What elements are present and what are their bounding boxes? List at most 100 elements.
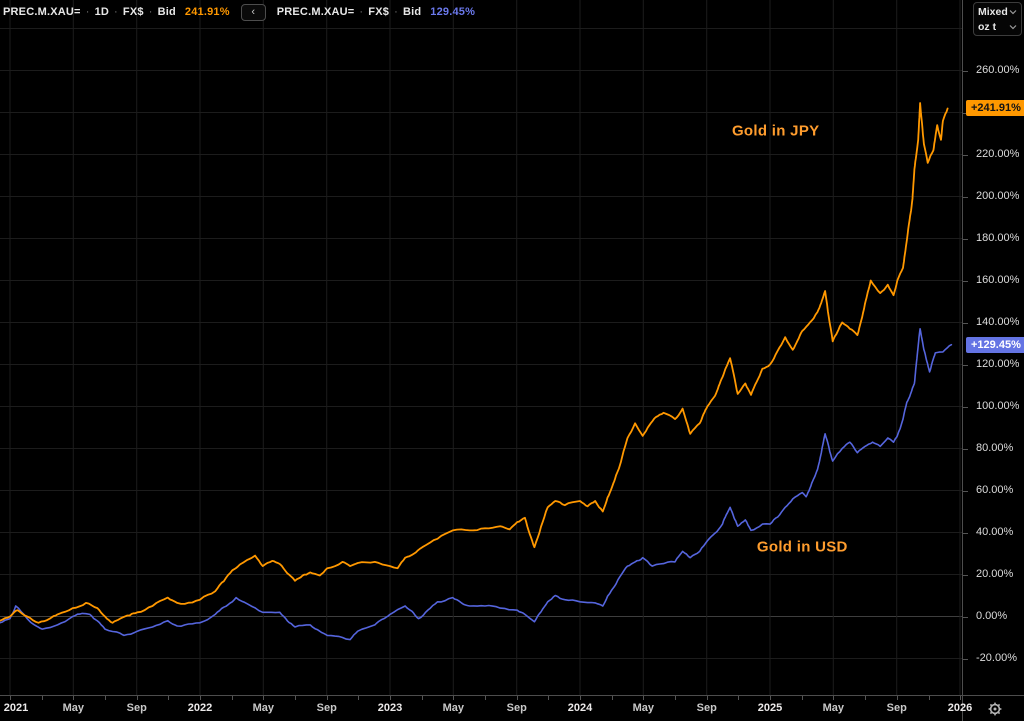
y-axis-tick-mark bbox=[963, 490, 968, 492]
legend-separator: · bbox=[394, 6, 398, 18]
x-axis-tick-label: May bbox=[822, 702, 844, 714]
collapse-legend-button[interactable]: ‹ bbox=[240, 3, 266, 21]
series-annotation-gold-usd[interactable]: Gold in USD bbox=[756, 538, 848, 556]
y-axis-tick-mark bbox=[963, 364, 968, 366]
unit-dropdown[interactable]: oz t bbox=[978, 19, 1017, 34]
x-axis-tick-mark bbox=[421, 696, 423, 700]
y-axis-tick-label: 120.00% bbox=[976, 358, 1020, 370]
price-chart-plot-area[interactable] bbox=[0, 0, 962, 695]
legend-bar: PREC.M.XAU= · 1D · FX$ · Bid 241.91% ‹ P… bbox=[3, 3, 475, 21]
y-axis-tick-mark bbox=[963, 322, 968, 324]
x-axis-tick-mark bbox=[358, 696, 360, 700]
x-axis-tick-label: May bbox=[62, 702, 84, 714]
x-axis-tick-mark bbox=[801, 696, 803, 700]
y-axis-tick-label: 260.00% bbox=[976, 64, 1020, 76]
x-axis-tick-mark bbox=[928, 696, 930, 700]
x-axis-tick-label: 2023 bbox=[377, 702, 403, 714]
x-axis-tick-label: Sep bbox=[696, 702, 717, 714]
y-axis-tick-label: 160.00% bbox=[976, 274, 1020, 286]
y-axis-tick-mark bbox=[963, 574, 968, 576]
y-axis-percent[interactable]: +241.91% +129.45% -20.00% 0.00% 20.00% 40.0… bbox=[962, 0, 1024, 695]
legend-field: Bid bbox=[402, 6, 422, 18]
series-annotation-gold-jpy[interactable]: Gold in JPY bbox=[731, 122, 820, 140]
x-axis-tick-mark bbox=[105, 696, 107, 700]
x-axis-tick-mark bbox=[485, 696, 487, 700]
y-axis-tick-mark bbox=[963, 196, 968, 198]
x-axis-tick-mark bbox=[295, 696, 297, 700]
legend-series-usd[interactable]: PREC.M.XAU= · FX$ · Bid 129.45% bbox=[277, 6, 475, 18]
y-axis-tick-mark bbox=[963, 238, 968, 240]
y-axis-tick-label: 0.00% bbox=[976, 610, 1008, 622]
y-axis-tick-label: -20.00% bbox=[976, 652, 1017, 664]
axis-unit-selector-box: Mixed oz t bbox=[973, 2, 1022, 36]
x-axis-tick-label: 2022 bbox=[187, 702, 213, 714]
y-axis-tick-label: 20.00% bbox=[976, 568, 1014, 580]
x-axis-tick-mark bbox=[865, 696, 867, 700]
x-axis-tick-label: Sep bbox=[886, 702, 907, 714]
y-axis-tick-mark bbox=[963, 658, 968, 660]
x-axis-tick-label: 2024 bbox=[567, 702, 593, 714]
x-axis-tick-label: Sep bbox=[126, 702, 147, 714]
scale-mode-dropdown[interactable]: Mixed bbox=[978, 4, 1017, 19]
x-axis-tick-mark bbox=[960, 696, 962, 700]
series-line-gold-usd[interactable] bbox=[0, 328, 953, 641]
x-axis-tick-mark bbox=[326, 696, 328, 700]
x-axis-tick-label: May bbox=[632, 702, 654, 714]
x-axis-tick-mark bbox=[10, 696, 11, 700]
x-axis-tick-mark bbox=[41, 696, 43, 700]
legend-series-jpy[interactable]: PREC.M.XAU= · 1D · FX$ · Bid 241.91% bbox=[3, 6, 230, 18]
x-axis-tick-mark bbox=[390, 696, 392, 700]
x-axis-tick-mark bbox=[833, 696, 835, 700]
x-axis-tick-mark bbox=[168, 696, 170, 700]
unit-value: oz t bbox=[978, 20, 997, 33]
axis-settings-button[interactable] bbox=[987, 701, 1003, 717]
x-axis-tick-mark bbox=[580, 696, 582, 700]
gear-icon bbox=[988, 702, 1002, 716]
x-axis-tick-mark bbox=[643, 696, 645, 700]
legend-source: FX$ bbox=[122, 6, 144, 18]
x-axis-tick-mark bbox=[896, 696, 898, 700]
y-axis-tick-mark bbox=[963, 154, 968, 156]
legend-interval: 1D bbox=[94, 6, 110, 18]
x-axis-tick-label: 2021 bbox=[3, 702, 29, 714]
chevron-down-icon bbox=[1009, 24, 1017, 29]
x-axis-tick-mark bbox=[136, 696, 138, 700]
y-axis-tick-label: 220.00% bbox=[976, 148, 1020, 160]
y-axis-tick-label: 80.00% bbox=[976, 442, 1014, 454]
y-axis-tick-mark bbox=[963, 616, 968, 618]
x-axis-tick-mark bbox=[73, 696, 75, 700]
x-axis-tick-mark bbox=[738, 696, 740, 700]
legend-symbol: PREC.M.XAU= bbox=[276, 6, 355, 18]
x-axis-tick-mark bbox=[611, 696, 613, 700]
axis-corner-divider bbox=[962, 696, 963, 721]
x-axis-tick-mark bbox=[516, 696, 518, 700]
x-axis-tick-label: 2026 bbox=[947, 702, 973, 714]
legend-separator: · bbox=[148, 6, 153, 18]
x-axis-tick-mark bbox=[706, 696, 708, 700]
last-price-badge-usd: +129.45% bbox=[966, 336, 1024, 353]
x-axis-tick-label: May bbox=[442, 702, 464, 714]
series-line-gold-jpy[interactable] bbox=[0, 102, 949, 624]
legend-separator: · bbox=[85, 6, 90, 18]
y-axis-tick-label: 200.00% bbox=[976, 190, 1020, 202]
x-axis-tick-mark bbox=[453, 696, 455, 700]
y-axis-tick-label: 180.00% bbox=[976, 232, 1020, 244]
y-axis-tick-label: 40.00% bbox=[976, 526, 1014, 538]
y-axis-tick-label: 100.00% bbox=[976, 400, 1020, 412]
x-axis-tick-mark bbox=[548, 696, 550, 700]
x-axis-time[interactable]: 2021 May Sep 2022 May Sep 2023 May Sep 2024 May Sep… bbox=[0, 695, 1024, 721]
legend-separator: · bbox=[114, 6, 118, 18]
legend-field: Bid bbox=[157, 6, 176, 18]
y-axis-tick-mark bbox=[963, 70, 968, 72]
legend-source: FX$ bbox=[368, 6, 390, 18]
x-axis-tick-mark bbox=[263, 696, 265, 700]
y-axis-tick-label: 60.00% bbox=[976, 484, 1014, 496]
y-axis-tick-mark bbox=[963, 280, 968, 282]
scale-mode-value: Mixed bbox=[978, 5, 1008, 18]
last-price-badge-jpy: +241.91% bbox=[966, 100, 1024, 117]
y-axis-tick-label: 140.00% bbox=[976, 316, 1020, 328]
chevron-left-icon: ‹ bbox=[251, 5, 256, 18]
x-axis-tick-mark bbox=[675, 696, 677, 700]
x-axis-tick-mark bbox=[231, 696, 233, 700]
